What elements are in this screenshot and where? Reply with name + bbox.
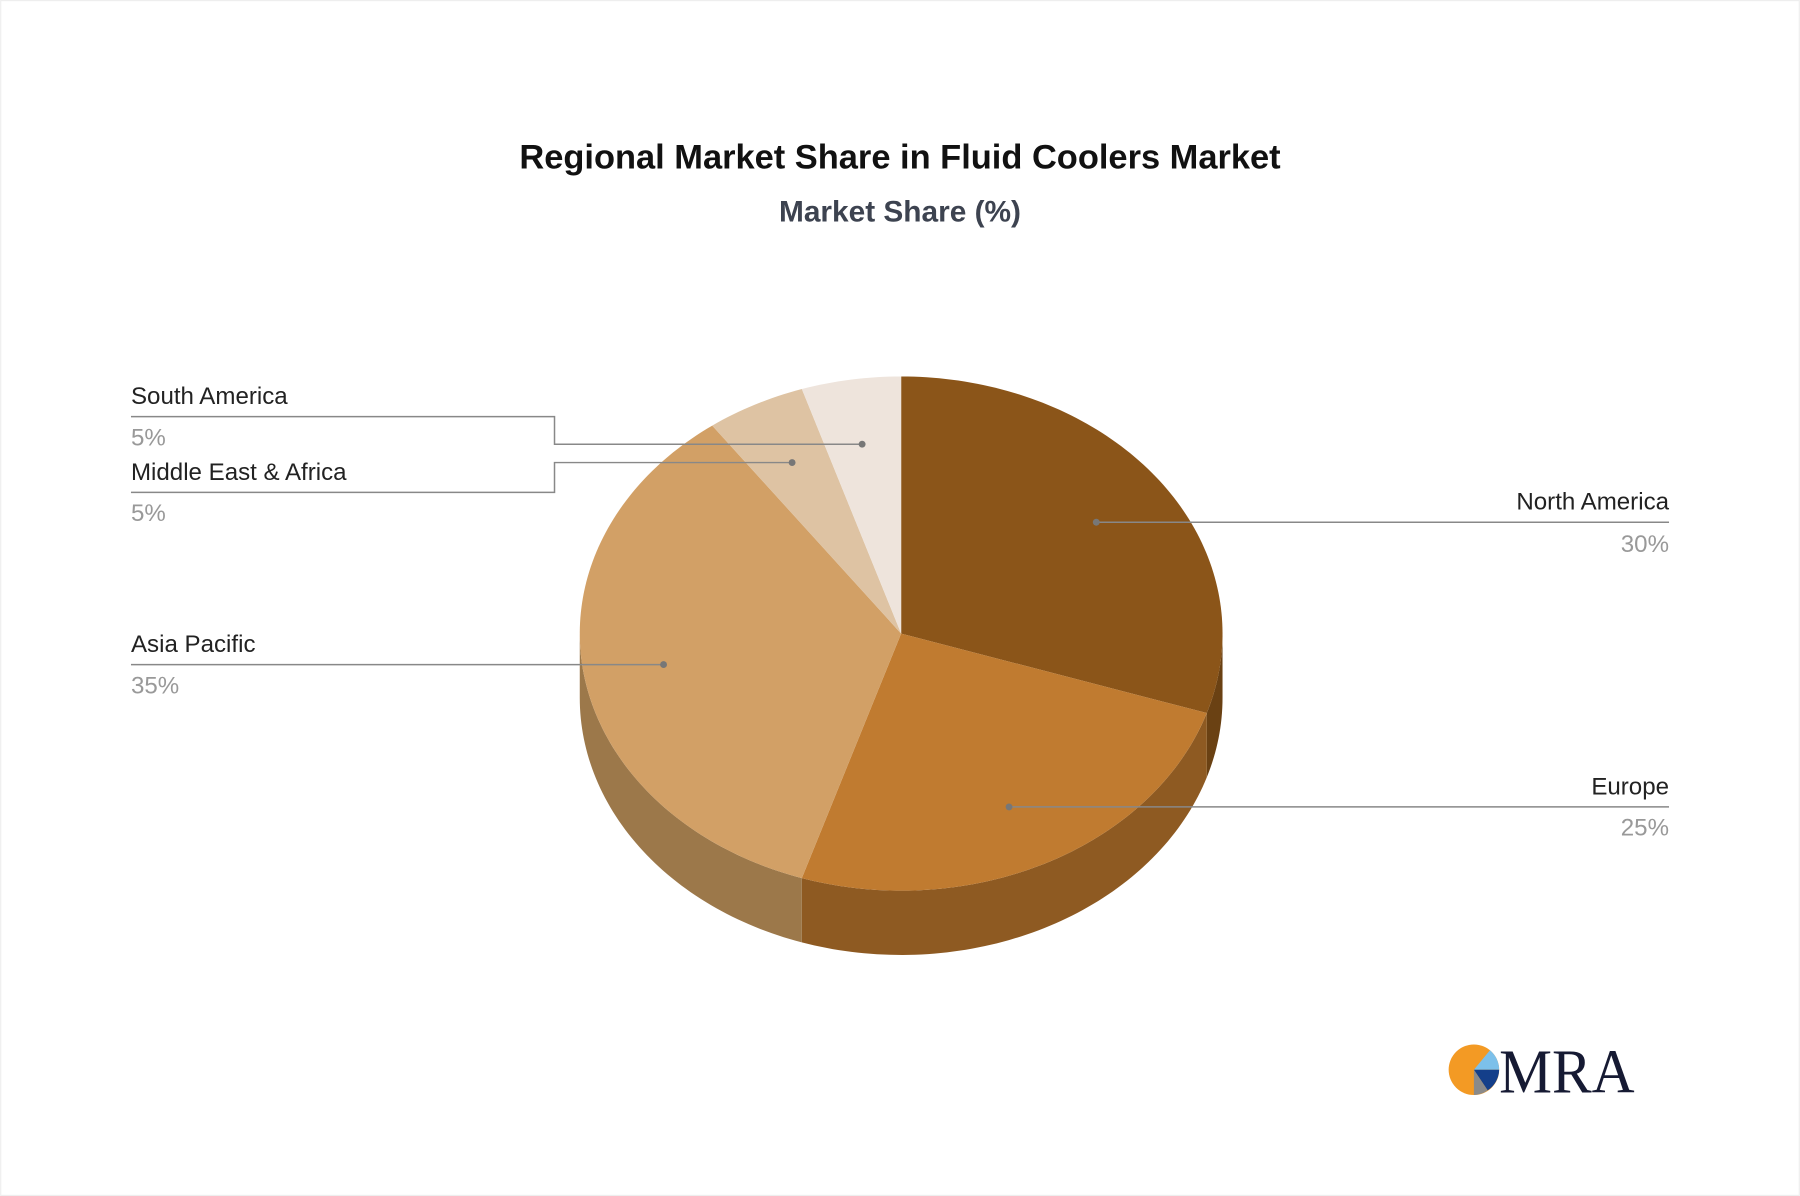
leader-line [130,461,793,494]
slice-value: 35% [131,672,179,699]
leader-dot [858,440,866,448]
chart-title: Regional Market Share in Fluid Coolers M… [519,139,1281,177]
slice-value: 25% [1621,815,1669,842]
leader-dot [1005,803,1013,811]
slice-label: Middle East & Africa [131,459,347,486]
pie-slice[interactable] [801,633,1207,891]
slice-label: Europe [1591,773,1669,800]
chart-subtitle: Market Share (%) [779,196,1021,229]
logo-text: MRA [1499,1039,1635,1107]
mra-logo: MRA [1448,1039,1635,1107]
pie-slice-side [801,713,1207,955]
leader-dot [660,661,667,669]
slice-label: Asia Pacific [131,631,256,658]
slice-value: 30% [1621,531,1669,558]
pie-slice[interactable] [901,376,1223,714]
slice-label: South America [131,383,288,410]
leader-dot [788,459,796,467]
pie-slice[interactable] [712,389,902,634]
pie-slice[interactable] [801,376,902,634]
pie-slice-side [579,633,802,943]
leader-line [130,415,863,445]
pie-slice-side [1206,633,1223,778]
leader-dot [1092,518,1100,526]
slice-label: North America [1516,489,1669,516]
slice-value: 5% [131,424,166,451]
pie-slice[interactable] [579,425,902,879]
slice-value: 5% [131,500,166,527]
